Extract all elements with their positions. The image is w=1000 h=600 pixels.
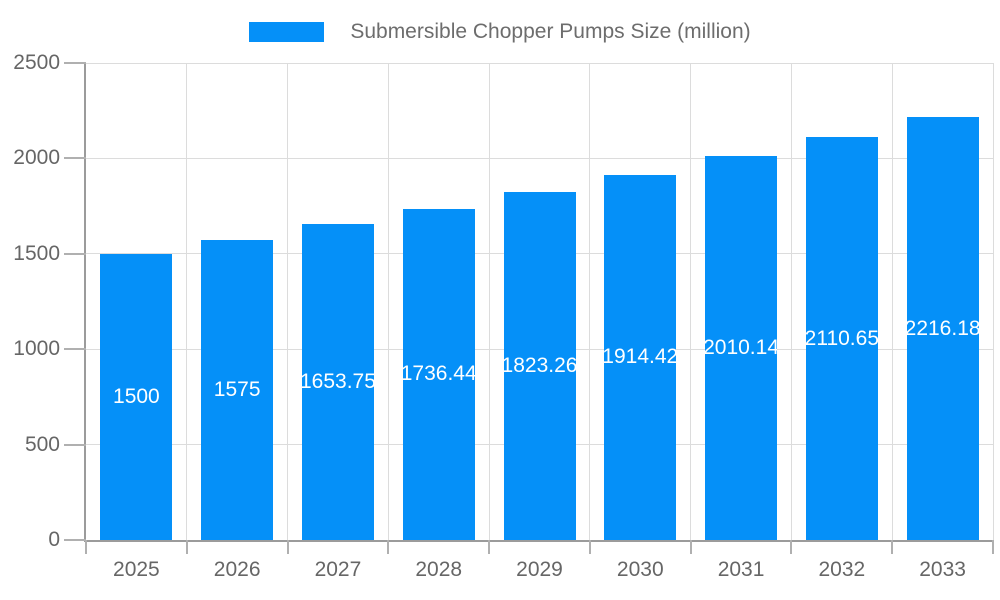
x-axis-tick xyxy=(488,540,491,554)
bar-value-label: 1653.75 xyxy=(301,370,374,394)
gridline-v xyxy=(186,63,188,540)
x-axis-line xyxy=(84,540,993,542)
x-axis-tick xyxy=(185,540,188,554)
gridline-v xyxy=(992,63,994,540)
x-axis-tick-label: 2032 xyxy=(818,558,866,581)
y-axis-tick xyxy=(64,62,86,64)
bar-2026[interactable]: 1575 xyxy=(201,239,274,540)
gridline-h xyxy=(86,157,993,159)
gridline-v xyxy=(589,63,591,540)
bar-2033[interactable]: 2216.18 xyxy=(906,117,979,540)
bar-value-label: 1575 xyxy=(213,377,261,401)
bar-value-label: 2110.65 xyxy=(805,326,878,350)
x-axis-tick-label: 2026 xyxy=(213,558,261,581)
x-axis-tick xyxy=(588,540,591,554)
x-axis-tick xyxy=(85,540,87,554)
y-axis-tick-label: 1000 xyxy=(13,337,60,361)
bar-value-label: 2010.14 xyxy=(705,336,778,360)
x-axis-tick xyxy=(891,540,894,554)
y-axis-tick xyxy=(64,348,86,351)
gridline-h xyxy=(86,62,993,64)
y-axis-tick-label: 2500 xyxy=(13,51,60,74)
legend-label: Submersible Chopper Pumps Size (million) xyxy=(350,20,751,43)
x-axis-tick xyxy=(790,540,793,554)
bar-value-label: 1500 xyxy=(113,384,160,408)
y-axis-tick xyxy=(64,252,86,255)
bar-2027[interactable]: 1653.75 xyxy=(301,224,374,540)
y-axis-tick-label: 500 xyxy=(24,432,60,456)
x-axis-tick xyxy=(992,540,994,554)
y-axis-tick xyxy=(64,157,86,160)
bar-2025[interactable]: 1500 xyxy=(100,253,173,540)
y-axis-line xyxy=(84,63,86,542)
x-axis-tick-label: 2033 xyxy=(919,558,966,581)
y-axis-tick-label: 2000 xyxy=(13,146,60,170)
y-axis-tick-label: 0 xyxy=(48,528,60,551)
x-axis-tick-label: 2029 xyxy=(516,558,563,581)
bar-value-label: 1914.42 xyxy=(604,345,677,369)
gridline-v xyxy=(891,63,893,540)
x-axis-tick-label: 2027 xyxy=(314,558,362,581)
bar-value-label: 1736.44 xyxy=(402,362,475,386)
y-axis-tick xyxy=(64,539,86,541)
bar-value-label: 2216.18 xyxy=(906,316,979,340)
x-axis-tick xyxy=(286,540,289,554)
plot-area: 0 500 1000 1500 2000 2500 2025 2026 2027 2028 2029… xyxy=(13,51,994,581)
bar-2028[interactable]: 1736.44 xyxy=(402,208,475,540)
y-axis-tick xyxy=(64,443,86,446)
x-axis-tick-label: 2031 xyxy=(717,558,765,581)
x-axis-tick xyxy=(689,540,692,554)
x-axis-tick xyxy=(387,540,390,554)
gridline-v xyxy=(488,63,490,540)
bar-2032[interactable]: 2110.65 xyxy=(805,137,878,540)
legend[interactable]: Submersible Chopper Pumps Size (million) xyxy=(0,20,1000,44)
gridline-v xyxy=(790,63,792,540)
gridline-v xyxy=(387,63,389,540)
bar-2030[interactable]: 1914.42 xyxy=(604,174,677,540)
bar-2031[interactable]: 2010.14 xyxy=(705,156,778,540)
gridline-v xyxy=(690,63,692,540)
x-axis-tick-label: 2025 xyxy=(113,558,160,581)
bar-2029[interactable]: 1823.26 xyxy=(503,192,576,540)
bar-value-label: 1823.26 xyxy=(503,354,576,378)
legend-swatch[interactable] xyxy=(249,22,325,42)
y-axis-tick-label: 1500 xyxy=(13,241,60,265)
x-axis-tick-label: 2028 xyxy=(415,558,463,581)
gridline-v xyxy=(287,63,289,540)
x-axis-tick-label: 2030 xyxy=(616,558,664,581)
